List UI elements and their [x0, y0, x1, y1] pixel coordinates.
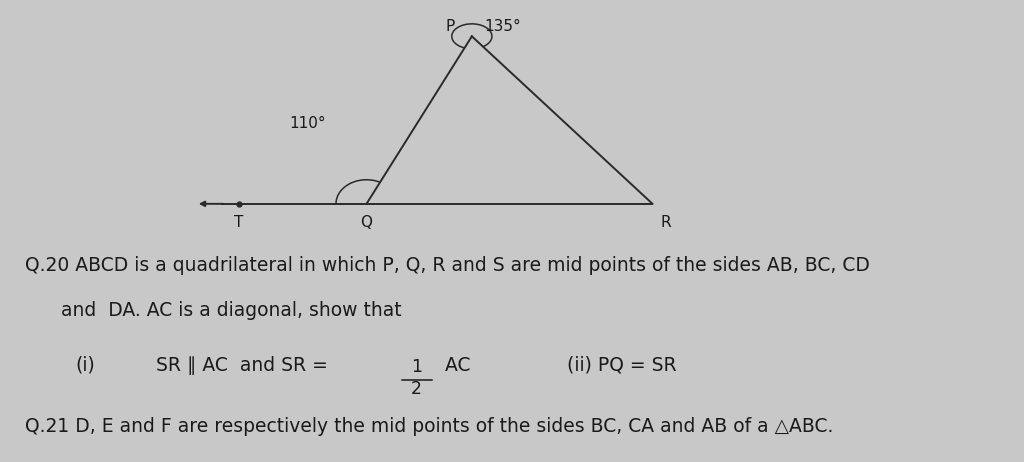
Text: and  DA. AC is a diagonal, show that: and DA. AC is a diagonal, show that: [26, 301, 401, 320]
Text: (i): (i): [76, 356, 95, 375]
Text: (ii) PQ = SR: (ii) PQ = SR: [567, 356, 677, 375]
Text: R: R: [660, 215, 671, 230]
Text: Q.21 D, E and F are respectively the mid points of the sides BC, CA and AB of a : Q.21 D, E and F are respectively the mid…: [26, 417, 834, 436]
Text: AC: AC: [438, 356, 470, 375]
Text: SR ∥ AC  and SR =: SR ∥ AC and SR =: [156, 356, 328, 375]
Text: Q.20 ABCD is a quadrilateral in which P, Q, R and S are mid points of the sides : Q.20 ABCD is a quadrilateral in which P,…: [26, 256, 870, 275]
Text: Q: Q: [360, 215, 373, 230]
Text: 110°: 110°: [290, 116, 327, 131]
Text: 135°: 135°: [484, 19, 520, 34]
Text: 2: 2: [412, 380, 422, 398]
Text: P: P: [445, 19, 455, 34]
Text: 1: 1: [412, 358, 422, 376]
Text: T: T: [234, 215, 244, 230]
